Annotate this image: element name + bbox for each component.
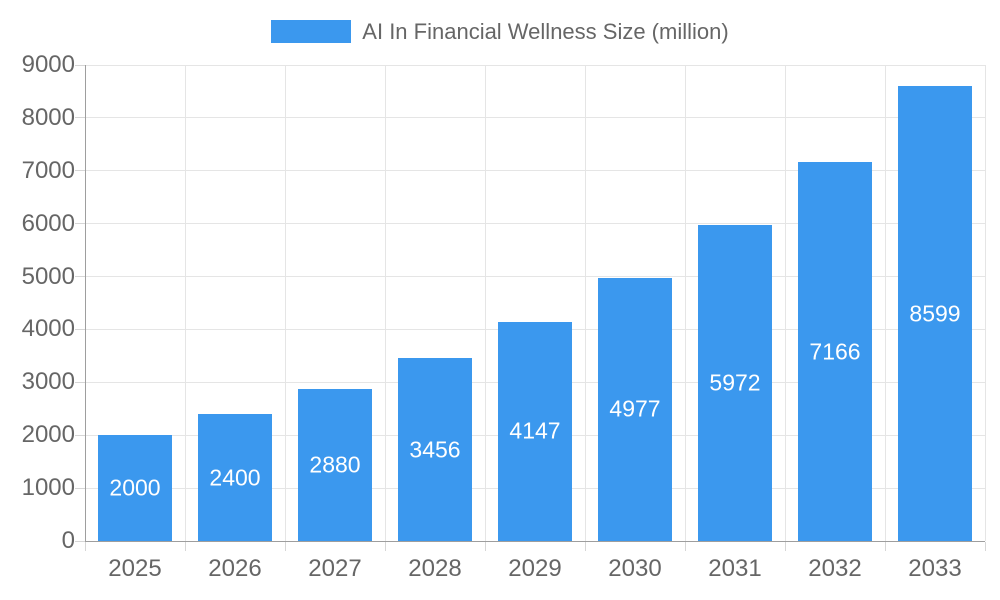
h-gridline [85,170,985,172]
x-tick-label: 2029 [508,555,562,582]
bar-2026[interactable]: 2400 [198,414,272,541]
y-axis-tick [75,487,85,489]
bar-2027[interactable]: 2880 [298,388,372,541]
v-gridline [884,65,886,541]
y-tick-label: 7000 [21,156,75,184]
x-tick-label: 2032 [808,555,862,582]
x-axis-line [85,541,985,542]
bar-value-label: 2880 [309,451,361,478]
y-axis-tick [75,328,85,330]
plot-area: 2000 2400 2880 3456 4147 4977 5972 7166 8599 [75,64,986,551]
y-tick-label: 8000 [21,103,75,131]
v-gridline [684,65,686,541]
v-gridline [184,65,186,541]
bar-2029[interactable]: 4147 [498,321,572,541]
x-tick-label: 2033 [908,555,962,582]
chart-legend: AI In Financial Wellness Size (million) [0,20,1000,43]
h-gridline [85,223,985,225]
x-axis-tick [784,542,786,551]
legend-label: AI In Financial Wellness Size (million) [362,19,729,44]
bar-2032[interactable]: 7166 [798,162,872,541]
bar-2028[interactable]: 3456 [398,358,472,541]
v-gridline [484,65,486,541]
y-axis-tick [75,434,85,436]
h-gridline [85,64,985,66]
x-axis-tick [184,542,186,551]
bar-value-label: 2000 [109,474,161,501]
bar-value-label: 4977 [609,395,661,422]
x-tick-label: 2027 [308,555,362,582]
x-axis-tick [84,542,86,551]
y-tick-label: 0 [61,527,75,554]
x-axis-tick [384,542,386,551]
y-tick-label: 3000 [21,368,75,396]
y-axis-tick [75,64,85,66]
y-axis-tick [75,117,85,119]
x-axis-tick [884,542,886,551]
h-gridline [85,117,985,119]
bar-value-label: 5972 [709,369,761,396]
y-axis-tick [75,170,85,172]
x-tick-label: 2026 [208,555,262,582]
bar-value-label: 7166 [809,338,861,364]
bar-value-label: 4147 [509,417,561,444]
y-tick-label: 1000 [21,474,75,502]
y-tick-label: 9000 [21,51,75,78]
bar-value-label: 3456 [409,436,461,463]
y-tick-label: 4000 [21,315,75,343]
v-gridline [584,65,586,541]
v-gridline [284,65,286,541]
bar-2030[interactable]: 4977 [598,277,672,541]
x-tick-label: 2031 [708,555,762,582]
x-tick-label: 2028 [408,555,462,582]
legend-item[interactable]: AI In Financial Wellness Size (million) [271,19,729,44]
v-gridline [984,65,986,541]
y-axis-tick [75,540,85,542]
x-axis-tick [684,542,686,551]
y-tick-label: 2000 [21,421,75,449]
y-tick-label: 6000 [21,209,75,237]
v-gridline [784,65,786,541]
bar-value-label: 8599 [909,300,961,327]
x-tick-label: 2025 [108,555,162,582]
x-tick-label: 2030 [608,555,662,582]
legend-swatch [271,20,352,43]
v-gridline [384,65,386,541]
y-axis-tick [75,276,85,278]
bar-2033[interactable]: 8599 [898,86,972,541]
y-axis-line [85,65,86,541]
y-tick-label: 5000 [21,262,75,290]
y-axis-tick [75,381,85,383]
x-axis-tick [584,542,586,551]
bar-2025[interactable]: 2000 [98,435,172,541]
bar-2031[interactable]: 5972 [698,225,772,541]
x-axis-tick [984,542,986,551]
bar-value-label: 2400 [209,464,261,491]
x-axis-tick [484,542,486,551]
x-axis-tick [284,542,286,551]
h-gridline [85,276,985,278]
y-axis-tick [75,223,85,225]
